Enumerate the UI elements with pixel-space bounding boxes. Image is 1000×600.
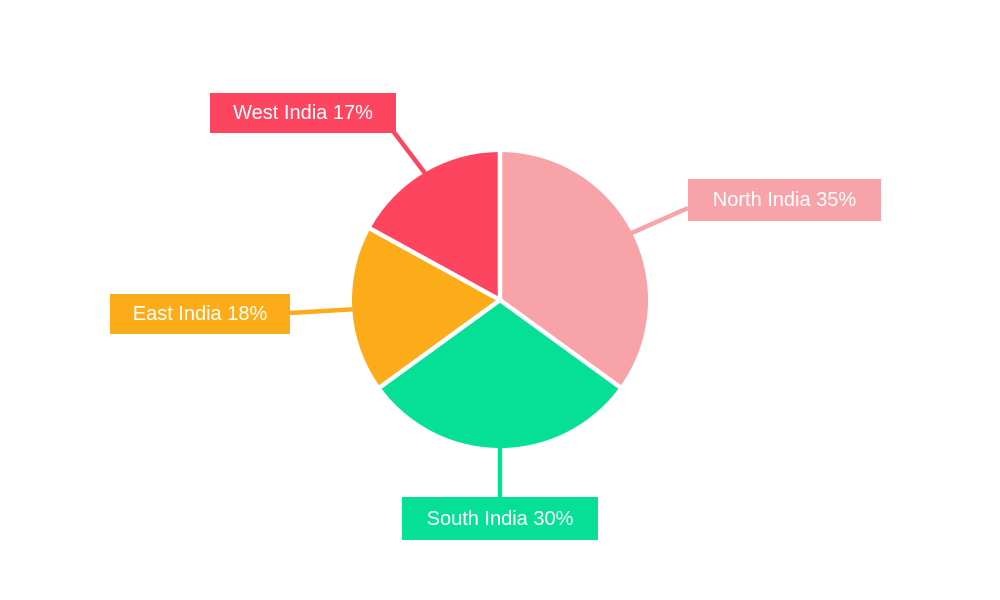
pie-slice-west-india[interactable] (370, 152, 500, 300)
slice-separator (369, 226, 502, 302)
pie-slice-north-india[interactable] (500, 152, 649, 387)
callout-east-india: East India 18% (110, 294, 290, 334)
slice-separator (378, 298, 502, 389)
pie-slice-south-india[interactable] (380, 300, 620, 448)
callout-south-india: South India 30% (402, 497, 598, 540)
slice-separator (498, 298, 622, 389)
callout-west-india: West India 17% (210, 93, 396, 133)
leader-line-east-india (289, 306, 354, 316)
leader-line-north-india (630, 205, 689, 236)
callout-north-india: North India 35% (688, 179, 881, 221)
pie-slice-east-india[interactable] (352, 228, 500, 387)
leader-line-west-india (391, 129, 427, 175)
